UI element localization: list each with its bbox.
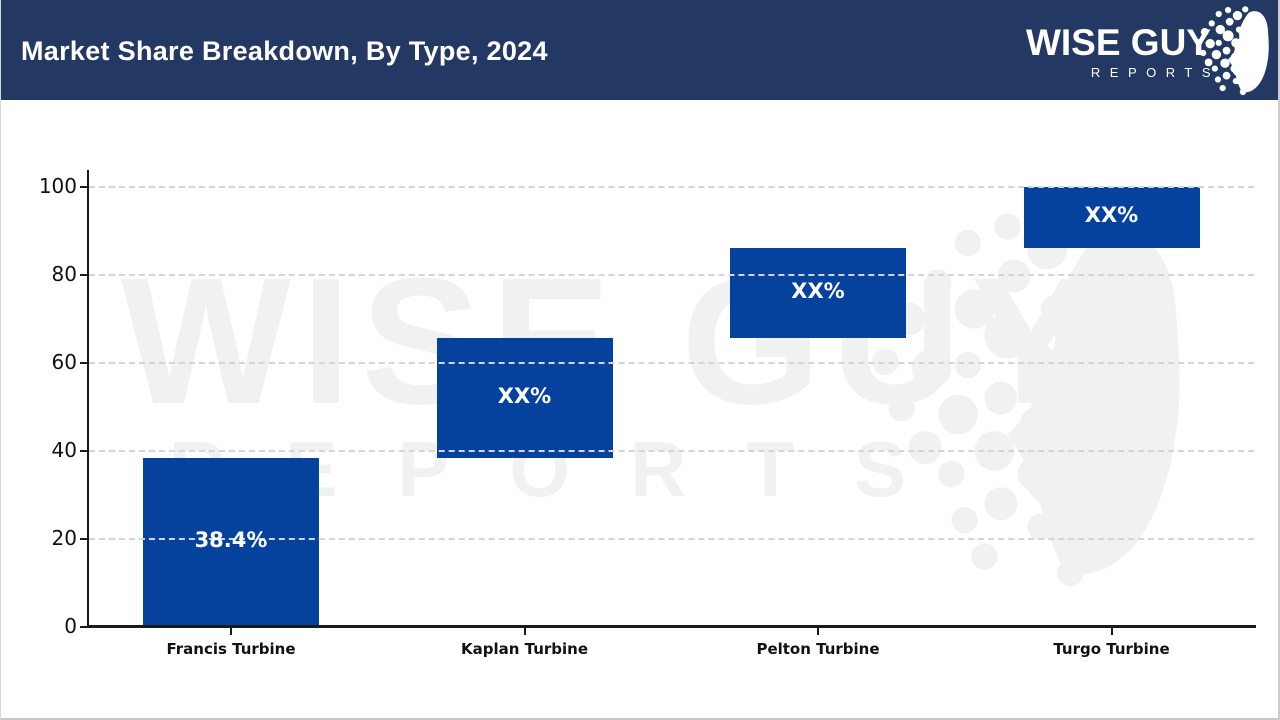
y-axis-tick-label: 20 [51,525,77,550]
logo-wise-guy: WISE GUY [1025,22,1211,63]
wiseguy-face-logo-icon [1196,6,1269,96]
wiseguy-face-watermark-icon [872,210,1180,587]
x-axis-category-label: Francis Turbine [166,640,296,658]
bar-pelton-turbine [730,248,906,339]
gridline-100 [89,185,1254,188]
y-tick-mark [80,361,88,364]
bar-turgo-turbine [1023,186,1200,249]
logo-reports: REPORTS [1090,65,1220,80]
y-tick-mark [80,449,88,452]
gridline-20 [89,537,1254,540]
x-axis-category-label: Kaplan Turbine [460,640,589,658]
header-bar: Market Share Breakdown, By Type, 2024 WI… [1,0,1278,100]
y-axis-tick-label: 40 [51,437,77,462]
y-axis-tick-label: 80 [51,261,77,286]
x-axis-line [87,625,1256,628]
y-tick-mark [80,625,88,628]
bar-value-label: XX% [1084,203,1139,228]
y-tick-mark [80,273,88,276]
bar-value-label: XX% [497,383,552,408]
chart-title: Market Share Breakdown, By Type, 2024 [21,36,548,66]
bar-value-label: 38.4% [194,528,268,553]
x-tick-mark [523,628,526,635]
y-axis-tick-label: 60 [51,349,77,374]
x-tick-mark [230,628,232,635]
y-axis-tick-label: 100 [38,173,77,198]
bar-kaplan-turbine [436,338,613,458]
x-tick-mark [1110,628,1113,635]
y-tick-mark [80,537,88,540]
x-axis-category-label: Turgo Turbine [1053,640,1170,658]
y-tick-mark [80,185,88,188]
wiseguy-logo-text: WISE GUY REPORTS [1019,24,1211,79]
bar-francis-turbine [143,457,319,627]
x-axis-category-label: Pelton Turbine [756,640,880,658]
gridline-80 [89,273,1254,276]
y-axis-tick-label: 0 [64,613,77,638]
x-tick-mark [817,628,819,635]
bar-value-label: XX% [791,279,845,304]
y-axis-line [87,170,89,628]
gridline-40 [89,449,1254,452]
gridline-60 [89,361,1254,364]
